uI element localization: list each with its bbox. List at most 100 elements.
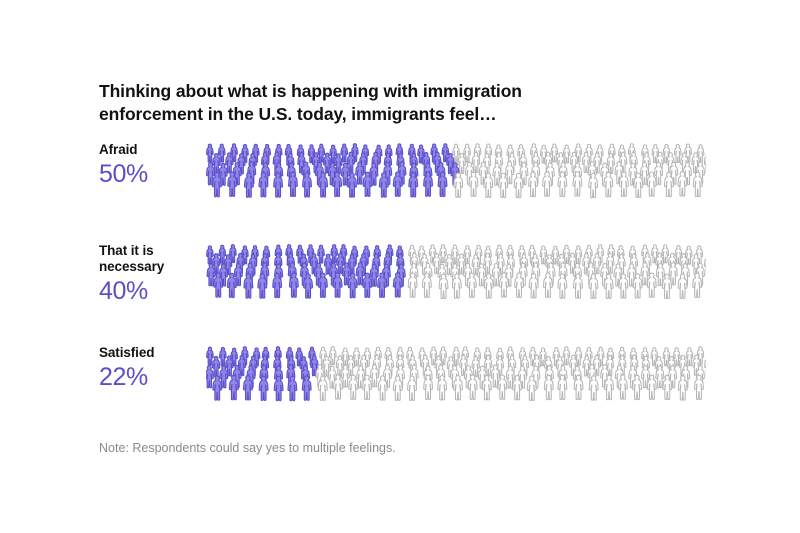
person-icon (317, 143, 326, 163)
person-icon (452, 346, 461, 366)
person-icon (468, 171, 479, 197)
person-icon (273, 375, 284, 402)
person-icon (677, 171, 688, 197)
person-icon (451, 273, 462, 299)
person-icon (668, 262, 678, 286)
person-icon (550, 143, 559, 163)
person-icon (233, 263, 243, 287)
person-icon (543, 374, 554, 401)
pictogram-crowd-satisfied (206, 345, 706, 427)
person-icon (355, 161, 365, 185)
person-icon (704, 357, 706, 376)
person-icon (693, 374, 704, 401)
person-icon (572, 171, 583, 197)
person-icon (673, 144, 682, 164)
person-icon (317, 272, 328, 298)
person-icon (423, 171, 434, 197)
person-icon (618, 273, 629, 299)
person-icon (212, 375, 223, 401)
pictogram-crowd-afraid (206, 142, 706, 224)
person-icon (490, 364, 500, 388)
person-icon (677, 273, 688, 299)
person-icon (477, 263, 487, 287)
person-icon (603, 273, 614, 300)
person-icon (408, 172, 419, 198)
person-icon (557, 171, 568, 198)
person-icon (606, 252, 615, 274)
person-icon (355, 262, 365, 286)
person-icon (661, 273, 672, 300)
person-icon (421, 272, 432, 298)
person-icon (288, 272, 299, 298)
person-icon (471, 151, 481, 174)
person-icon (646, 171, 657, 197)
person-icon (273, 172, 284, 198)
person-icon (322, 355, 331, 377)
person-icon (539, 245, 548, 265)
person-icon (618, 171, 629, 197)
person-icon (672, 347, 681, 367)
person-icon (632, 374, 642, 401)
person-icon (588, 172, 599, 199)
person-icon (491, 263, 501, 287)
person-icon (463, 245, 472, 265)
person-icon (352, 347, 361, 367)
person-icon (318, 172, 329, 198)
person-icon (505, 161, 515, 185)
person-icon (655, 263, 665, 287)
person-icon (640, 262, 650, 286)
person-icon (471, 254, 480, 276)
person-icon (336, 252, 345, 275)
person-icon (463, 143, 471, 163)
pictogram-depth-row-3 (211, 171, 703, 199)
person-icon (243, 273, 254, 299)
person-icon (329, 346, 337, 366)
person-icon (217, 143, 226, 163)
person-icon (340, 162, 350, 186)
person-icon (258, 375, 269, 402)
category-value: 40% (99, 277, 148, 306)
category-label-block: Afraid 50% (99, 142, 204, 190)
person-icon (528, 171, 539, 198)
category-name: That it is necessary (99, 243, 204, 275)
person-icon (219, 346, 227, 367)
person-icon (466, 272, 477, 298)
person-icon (661, 244, 670, 264)
category-value: 50% (99, 160, 148, 189)
person-icon (662, 374, 673, 401)
person-icon (646, 374, 657, 400)
pictogram-crowd-necessary (206, 243, 706, 325)
person-icon (347, 272, 358, 299)
person-icon (377, 375, 388, 401)
person-icon (457, 253, 466, 275)
person-icon (340, 364, 350, 388)
person-icon (407, 272, 418, 298)
person-icon (573, 374, 584, 401)
person-icon (633, 172, 644, 199)
person-icon (703, 255, 706, 275)
category-label-block: Satisfied 22% (99, 345, 204, 393)
person-icon (340, 143, 349, 163)
person-icon (228, 374, 239, 401)
person-icon (588, 375, 599, 401)
person-icon (512, 375, 523, 401)
person-icon (347, 172, 358, 198)
person-icon (471, 355, 480, 378)
person-icon (526, 375, 537, 402)
person-icon (603, 171, 614, 198)
person-icon (453, 172, 464, 198)
person-icon (581, 151, 591, 174)
person-icon (677, 375, 688, 401)
person-icon (646, 272, 657, 298)
person-icon (407, 375, 417, 401)
person-icon (514, 272, 525, 299)
person-icon (369, 263, 379, 287)
person-icon (302, 172, 313, 198)
person-icon (226, 272, 237, 299)
pictogram-depth-row-1 (212, 252, 706, 276)
person-icon (539, 347, 547, 367)
person-icon (332, 171, 343, 198)
person-icon (499, 272, 509, 298)
person-icon (452, 375, 463, 401)
person-icon (557, 374, 568, 401)
